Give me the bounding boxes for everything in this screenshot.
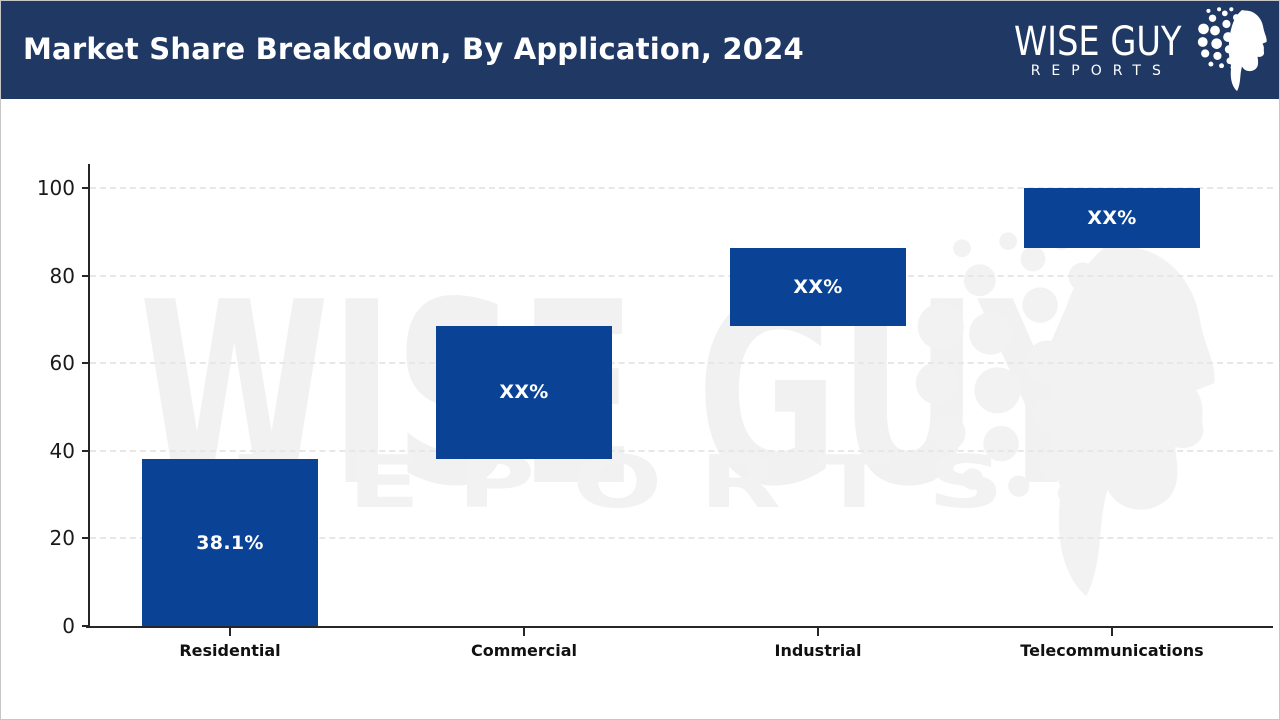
bar-industrial: XX% xyxy=(730,248,906,326)
wise-guy-logo: WISE GUY REPORTS xyxy=(998,1,1275,99)
header-bar: Market Share Breakdown, By Application, … xyxy=(1,1,1279,99)
x-tick-mark xyxy=(817,628,819,636)
logo-wordmark: WISE GUY xyxy=(1013,18,1182,65)
x-category-label: Commercial xyxy=(470,641,578,660)
y-tick-label: 80 xyxy=(49,263,75,288)
x-tick-mark xyxy=(229,628,231,636)
y-tick-label: 60 xyxy=(49,351,75,376)
page-title: Market Share Breakdown, By Application, … xyxy=(23,32,804,67)
bar-value-label: XX% xyxy=(1087,207,1137,230)
y-tick-label: 0 xyxy=(62,614,75,638)
x-category-label: Residential xyxy=(179,641,281,660)
bar-commercial: XX% xyxy=(436,325,612,460)
y-tick-mark xyxy=(82,537,90,540)
y-tick-label: 100 xyxy=(36,176,75,200)
bar-value-label: 38.1% xyxy=(196,531,264,554)
x-tick-mark xyxy=(1111,628,1113,636)
gridline-40 xyxy=(90,449,1273,452)
logo-subtitle: REPORTS xyxy=(1030,62,1172,79)
y-axis-line xyxy=(88,164,90,628)
dotted-head-logo-icon xyxy=(1197,7,1267,92)
bar-value-label: XX% xyxy=(499,381,549,404)
y-tick-mark xyxy=(82,362,90,365)
bar-residential: 38.1% xyxy=(142,459,318,626)
dotted-head-logo-icon xyxy=(1191,6,1275,96)
gridline-20 xyxy=(90,537,1273,540)
x-category-label: Telecommunications xyxy=(1020,641,1204,660)
y-tick-label: 40 xyxy=(49,438,75,463)
y-tick-mark xyxy=(82,187,90,189)
gridline-100 xyxy=(90,187,1273,189)
gridline-80 xyxy=(90,274,1273,277)
y-tick-mark xyxy=(82,274,90,277)
gridline-60 xyxy=(90,362,1273,365)
bar-value-label: XX% xyxy=(793,275,843,298)
y-tick-label: 20 xyxy=(49,526,75,551)
x-tick-mark xyxy=(523,628,525,636)
y-tick-mark xyxy=(82,449,90,452)
bar-telecommunications: XX% xyxy=(1024,188,1200,249)
x-category-label: Industrial xyxy=(774,641,862,660)
x-axis-line xyxy=(86,626,1273,628)
logo-text: WISE GUY REPORTS xyxy=(998,22,1197,79)
